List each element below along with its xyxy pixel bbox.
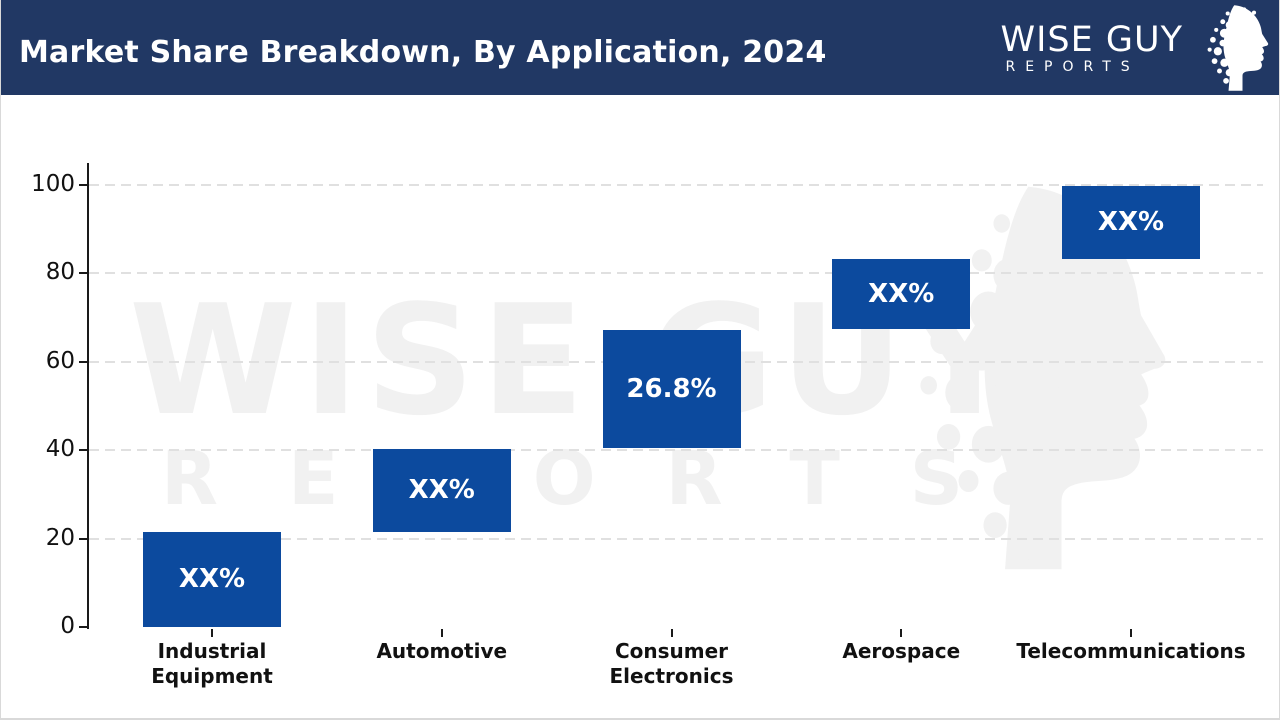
gridline	[89, 449, 1263, 452]
header-bar: Market Share Breakdown, By Application, …	[1, 0, 1279, 95]
x-tick	[440, 629, 443, 637]
bar: XX%	[372, 448, 511, 532]
y-tick-label: 100	[31, 171, 75, 197]
x-category-label-line: Automotive	[376, 639, 508, 663]
x-tick	[670, 629, 673, 637]
y-tick-label: 60	[45, 347, 75, 374]
gridline	[89, 184, 1263, 186]
gridline	[89, 537, 1263, 540]
brand-sub-label: REPORTS	[1005, 58, 1140, 75]
bar-value-label: 26.8%	[626, 373, 717, 404]
bar: XX%	[832, 258, 971, 330]
x-tick	[900, 629, 903, 637]
y-tick-label: 0	[60, 613, 75, 639]
y-tick	[79, 626, 87, 628]
y-tick	[79, 272, 87, 275]
x-category-label: Consumer Electronics	[552, 639, 792, 689]
watermark-head-icon	[920, 186, 1166, 570]
x-category-label: Industrial Equipment	[92, 639, 332, 689]
x-category-label-line: Industrial	[157, 639, 267, 663]
bar-value-label: XX%	[868, 278, 935, 309]
brand-logo-text: WISE GUY REPORTS	[1000, 22, 1183, 75]
x-category-label-line: Telecommunications	[1016, 639, 1246, 663]
bar-value-label: XX%	[1097, 207, 1165, 238]
x-tick	[211, 629, 213, 637]
x-category-label: Telecommunications	[1011, 639, 1251, 664]
bar: 26.8%	[602, 329, 741, 448]
x-category-label-line: Aerospace	[842, 639, 961, 663]
y-axis-line	[87, 163, 89, 629]
bar: XX%	[143, 531, 281, 627]
x-category-label-line: Consumer	[614, 639, 729, 663]
page-title: Market Share Breakdown, By Application, …	[19, 35, 827, 70]
y-tick-label: 80	[45, 259, 75, 286]
brand-name-label: WISE GUY	[1000, 19, 1183, 60]
y-tick	[79, 537, 87, 540]
brand-logo: WISE GUY REPORTS	[1000, 2, 1275, 94]
bar-value-label: XX%	[408, 475, 475, 506]
bar-value-label: XX%	[178, 564, 246, 595]
bar: XX%	[1062, 185, 1200, 259]
y-tick	[79, 449, 87, 452]
x-category-label-line: Electronics	[609, 664, 734, 688]
brand-head-icon	[1207, 5, 1269, 91]
y-tick	[79, 184, 87, 186]
x-category-label-line: Equipment	[151, 664, 273, 688]
y-tick-label: 40	[45, 436, 75, 463]
x-category-label: Aerospace	[781, 639, 1021, 664]
gridline	[89, 272, 1263, 275]
x-tick	[1130, 629, 1132, 637]
x-category-label: Automotive	[322, 639, 562, 664]
y-tick	[79, 360, 87, 363]
y-tick-label: 20	[45, 524, 75, 551]
